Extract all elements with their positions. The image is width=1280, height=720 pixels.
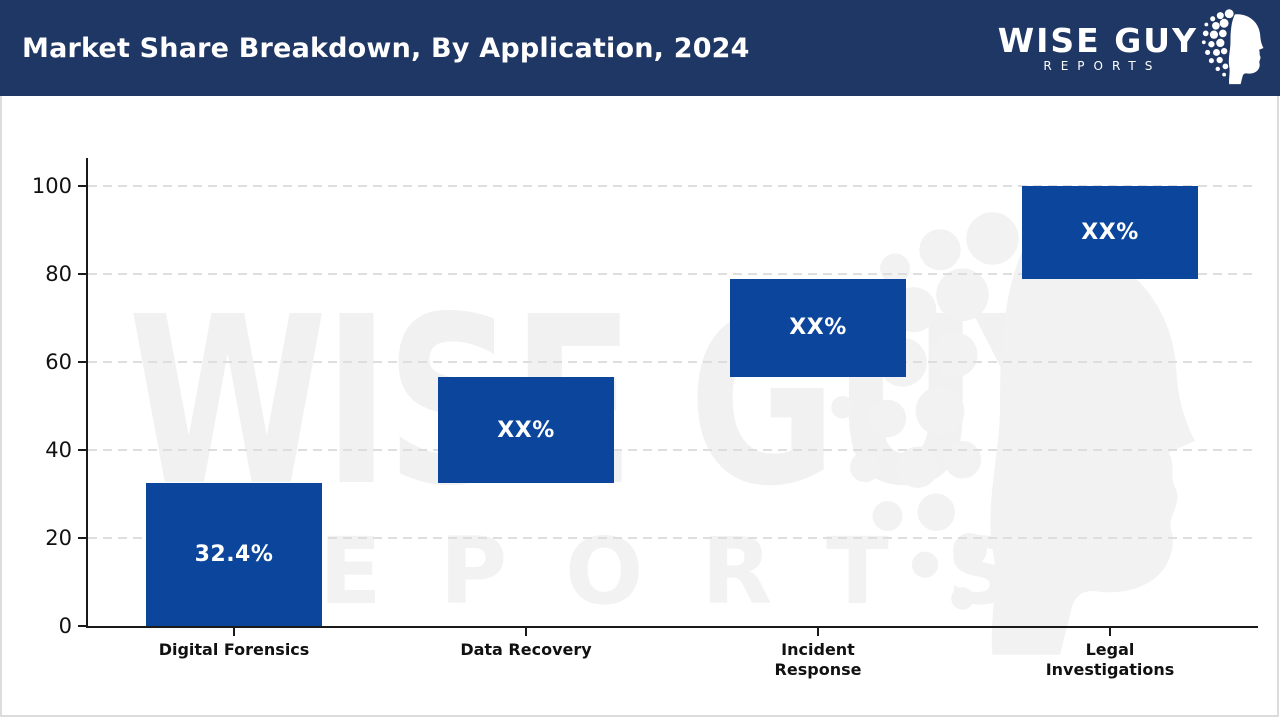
y-tick-label: 20 [45, 526, 72, 550]
bar: XX% [1022, 186, 1198, 279]
bar-value-label: XX% [789, 315, 847, 341]
y-tick-mark [78, 537, 87, 539]
y-tick-mark [78, 449, 87, 451]
header: Market Share Breakdown, By Application, … [0, 0, 1280, 96]
y-tick-label: 80 [45, 262, 72, 286]
category-label: Incident Response [774, 640, 862, 679]
watermark-subtitle: REPORTS [190, 518, 1072, 625]
x-tick-mark [233, 628, 235, 636]
y-tick-label: 60 [45, 350, 72, 374]
watermark: WISE GUY REPORTS [0, 96, 1280, 720]
chart-title: Market Share Breakdown, By Application, … [22, 32, 750, 64]
gridline [88, 185, 1256, 187]
category-label: Data Recovery [460, 640, 592, 659]
logo-subtitle: REPORTS [1043, 59, 1162, 73]
x-axis-line [86, 626, 1258, 628]
y-tick-mark [78, 273, 87, 275]
x-tick-mark [1109, 628, 1111, 636]
y-tick-mark [78, 625, 87, 627]
gridline [88, 449, 1256, 451]
wise-guy-logo: WISE GUY REPORTS [998, 8, 1280, 88]
category-label: Legal Investigations [1045, 640, 1175, 679]
y-tick-mark [78, 361, 87, 363]
y-tick-label: 100 [31, 174, 72, 198]
y-tick-mark [78, 185, 87, 187]
chart-canvas: WISE GUY REPORTS 0 20 40 60 80 100 32.4% Digita… [0, 96, 1280, 720]
bar-value-label: 32.4% [194, 542, 274, 568]
bar: XX% [730, 278, 906, 377]
y-tick-label: 40 [45, 438, 72, 462]
x-tick-mark [525, 628, 527, 636]
logo-wordmark: WISE GUY [997, 21, 1198, 60]
y-axis-line [86, 158, 88, 628]
bar: 32.4% [146, 483, 322, 626]
logo-text: WISE GUY REPORTS [998, 24, 1198, 72]
bar-value-label: XX% [497, 417, 555, 443]
gridline [88, 273, 1256, 275]
y-tick-label: 0 [58, 614, 72, 638]
gridline [88, 537, 1256, 539]
plot-area: 0 20 40 60 80 100 32.4% Digital Forensics XX% Dat… [0, 96, 1280, 720]
x-tick-mark [817, 628, 819, 636]
bar: XX% [438, 376, 614, 484]
logo-face-icon [1201, 9, 1264, 85]
bar-value-label: XX% [1081, 219, 1139, 245]
category-label: Digital Forensics [158, 640, 310, 659]
gridline [88, 361, 1256, 363]
